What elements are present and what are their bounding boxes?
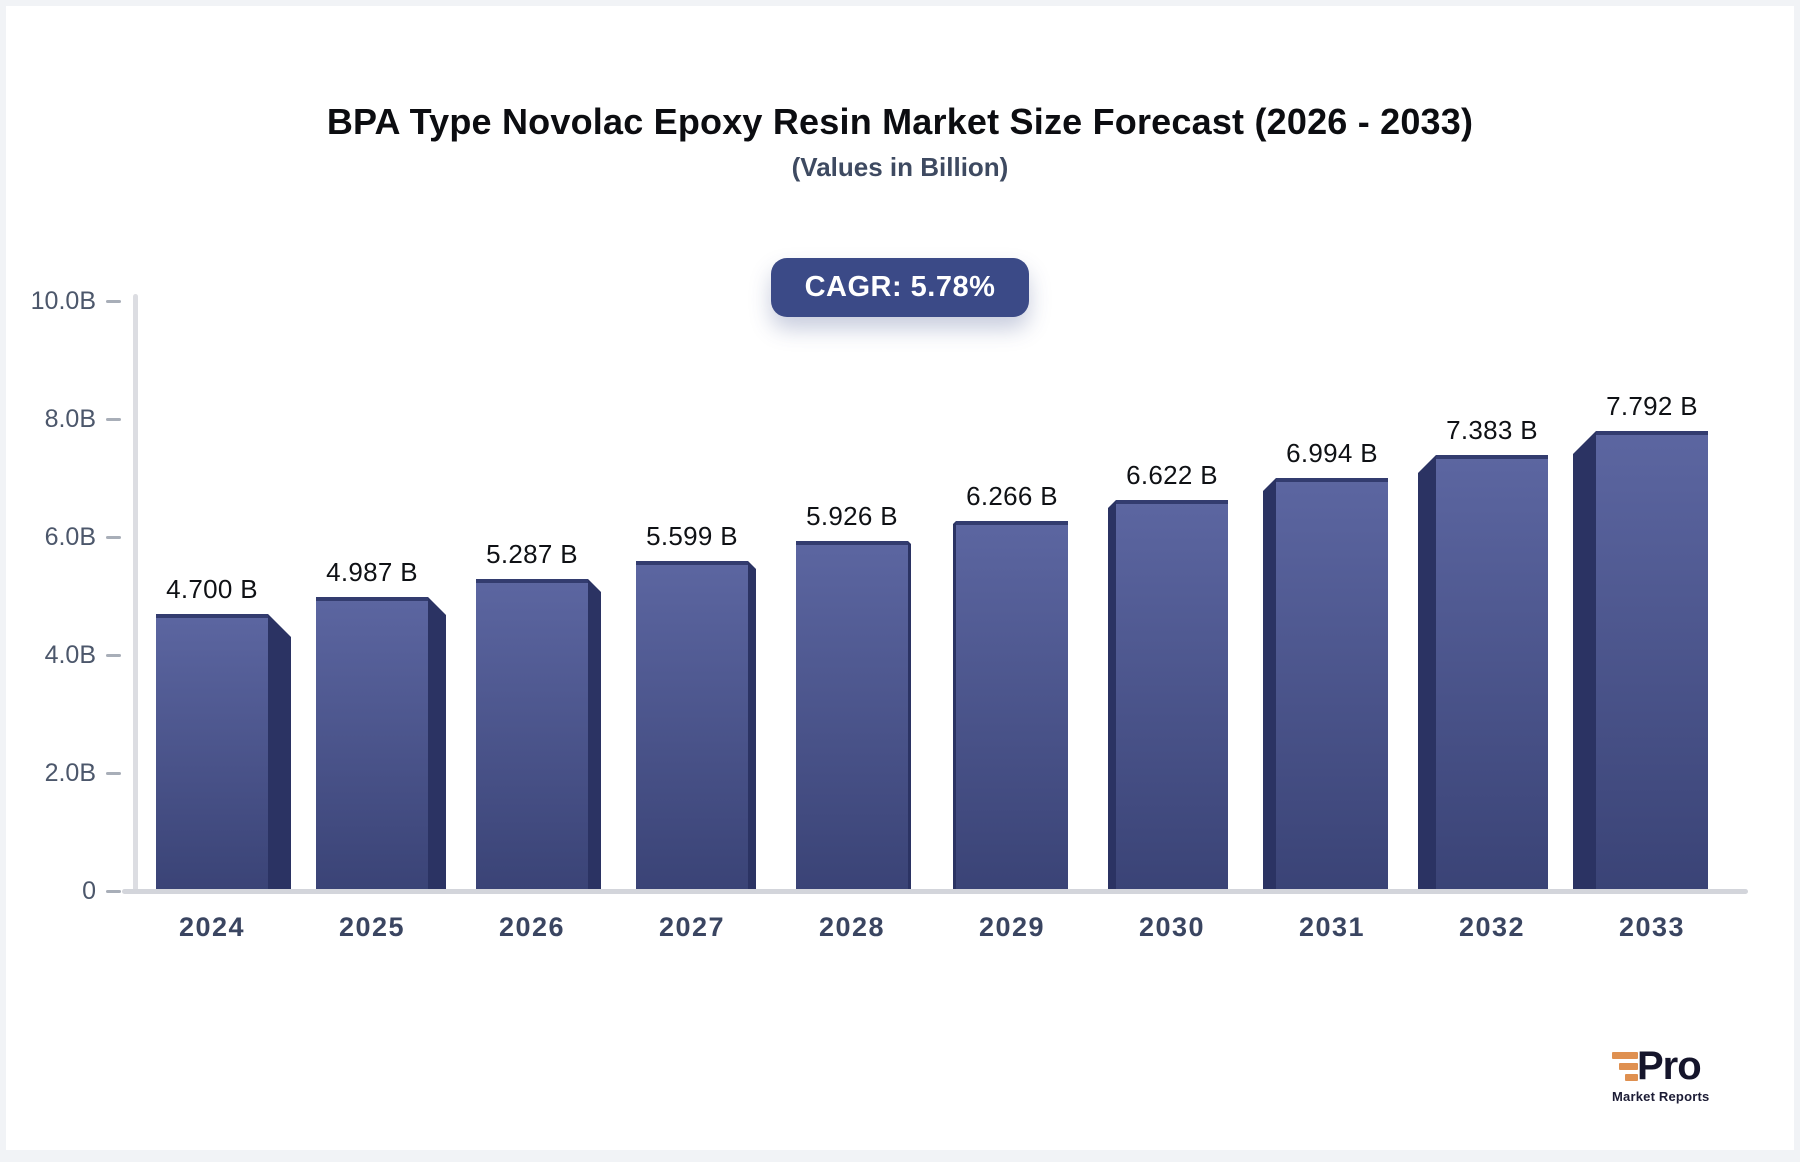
y-axis-label: 2.0B <box>12 758 96 788</box>
bar <box>953 521 1068 891</box>
bar <box>1263 478 1388 891</box>
bars-canvas <box>6 6 1800 1162</box>
bar-top-edge <box>1436 455 1548 459</box>
y-axis-tick <box>106 536 121 539</box>
bar-face <box>1116 500 1228 891</box>
bar <box>156 614 291 891</box>
y-axis-label: 4.0B <box>12 640 96 670</box>
y-axis-label: 8.0B <box>12 404 96 434</box>
logo-text: Pro <box>1637 1046 1701 1086</box>
bar-top-edge <box>156 614 268 618</box>
bar-face <box>956 521 1068 891</box>
bar-top-edge <box>476 579 588 583</box>
bar <box>316 597 446 891</box>
bar-side <box>428 597 446 891</box>
bar-top-edge <box>636 561 748 565</box>
bar <box>796 541 911 891</box>
y-axis-label: 0 <box>12 876 96 906</box>
bar-face <box>1276 478 1388 891</box>
bar-side <box>1418 455 1436 891</box>
bar-face <box>1596 431 1708 891</box>
bar-top-edge <box>316 597 428 601</box>
y-axis-tick <box>106 418 121 421</box>
bar-face <box>156 614 268 891</box>
x-axis-baseline <box>122 889 1748 894</box>
bar-side <box>588 579 601 891</box>
bar-face <box>1436 455 1548 891</box>
bar-side <box>1263 478 1276 891</box>
y-axis-label: 10.0B <box>12 286 96 316</box>
bar-side <box>748 561 756 891</box>
y-axis-label: 6.0B <box>12 522 96 552</box>
bar-face <box>796 541 908 891</box>
bar-top-edge <box>1276 478 1388 482</box>
logo-top: Pro <box>1612 1046 1709 1086</box>
bar-face <box>316 597 428 891</box>
bar <box>476 579 601 891</box>
y-axis-tick <box>106 890 121 893</box>
bar-side <box>953 521 956 891</box>
y-axis-line <box>133 294 138 893</box>
bar <box>1108 500 1228 891</box>
bar-top-edge <box>956 521 1068 525</box>
bar-side <box>1108 500 1116 891</box>
bar <box>1573 431 1708 891</box>
bar-face <box>636 561 748 891</box>
bar <box>1418 455 1548 891</box>
logo-flag-icon <box>1612 1052 1638 1081</box>
bar <box>636 561 756 891</box>
bar-side <box>268 614 291 891</box>
bar-top-edge <box>1116 500 1228 504</box>
logo: Pro Market Reports <box>1612 1046 1709 1104</box>
logo-subtext: Market Reports <box>1612 1089 1709 1104</box>
bar-top-edge <box>796 541 908 545</box>
y-axis-tick <box>106 654 121 657</box>
report-page: BPA Type Novolac Epoxy Resin Market Size… <box>6 6 1794 1150</box>
bar-side <box>1573 431 1596 891</box>
y-axis-tick <box>106 300 121 303</box>
bar-top-edge <box>1596 431 1708 435</box>
y-axis-tick <box>106 772 121 775</box>
bar-side <box>908 541 911 891</box>
bar-face <box>476 579 588 891</box>
